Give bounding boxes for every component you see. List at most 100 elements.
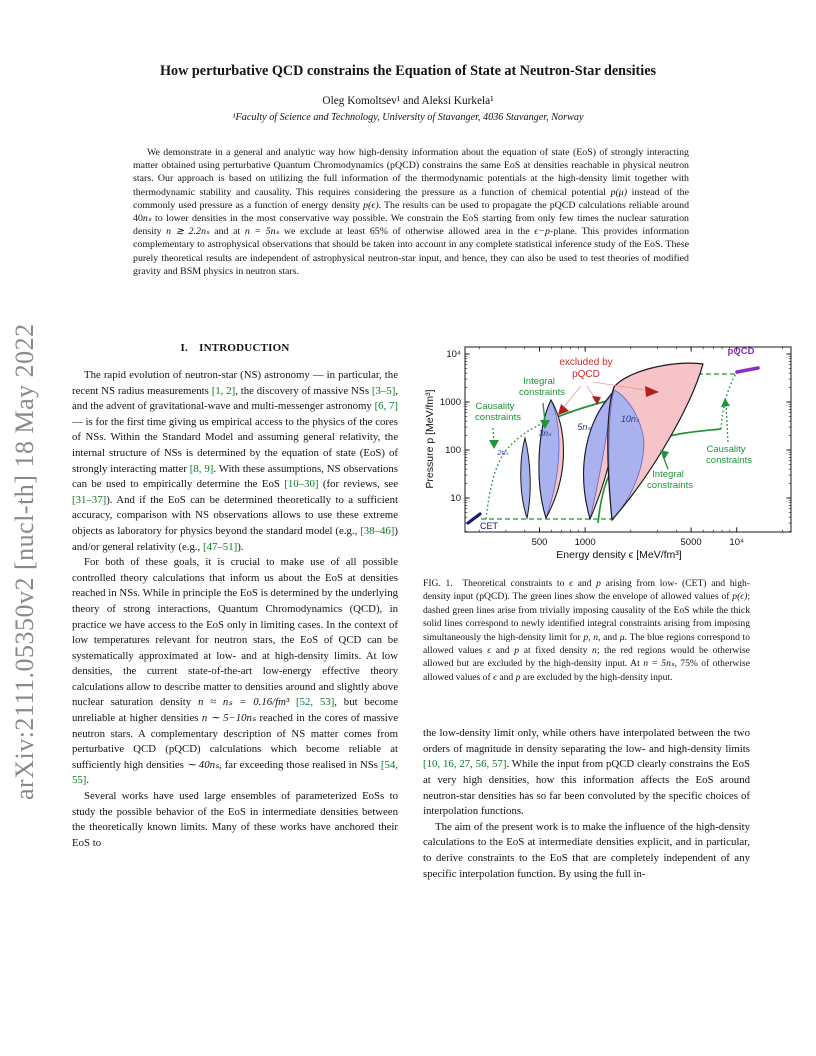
citation-link[interactable]: [54, 55] (72, 758, 398, 787)
text-segment: ϵ (487, 645, 492, 657)
cet-label: CET (480, 521, 499, 531)
integral-constraints-label-left2: constraints (519, 387, 565, 398)
integral-arrow-left (542, 402, 546, 423)
citation-link[interactable]: [31–37] (72, 493, 107, 506)
pqcd-pointer-head-1 (558, 404, 569, 415)
paragraph: the low-density limit only, while others… (423, 726, 750, 820)
text-segment: p(μ) (610, 186, 628, 198)
citation-link[interactable]: [6, 7] (374, 400, 399, 413)
pqcd-pointer-line-3 (592, 381, 646, 391)
text-segment: p(ϵ) (732, 591, 748, 603)
text-segment: The aim of the present work is to make t… (423, 820, 750, 880)
citation-link[interactable]: [3–5] (371, 384, 396, 397)
text-segment: p (515, 671, 521, 683)
region-10ns-allowed (608, 389, 645, 521)
text-segment: ϵ (493, 671, 497, 683)
citation-link[interactable]: [47–51] (203, 540, 238, 553)
text-segment: We demonstrate in a general and analytic… (133, 147, 689, 198)
text-segment: are excluded by the high-density input. (520, 671, 673, 683)
causality-constraints-label-left2: constraints (475, 412, 521, 423)
density-label-5ns: 5nₛ (577, 422, 591, 432)
text-segment: and (572, 578, 597, 589)
text-segment: the low-density limit only, while others… (423, 727, 750, 755)
region-2ns-allowed (520, 436, 531, 520)
excluded-by-pqcd-label: excluded by (559, 357, 612, 368)
x-axis-title: Energy density ϵ [MeV/fm³] (556, 549, 682, 561)
text-segment: . The blue regions correspond to allowed… (423, 631, 751, 657)
citation-link[interactable]: [10–30] (284, 478, 319, 491)
paper-title: How perturbative QCD constrains the Equa… (159, 63, 657, 79)
pqcd-pointer-head-2 (592, 396, 601, 405)
pqcd-pointer-line-2 (586, 385, 596, 399)
text-segment: , and (598, 631, 620, 643)
excluded-by-pqcd-label2: pQCD (572, 369, 600, 380)
citation-link[interactable]: [8, 9] (189, 462, 214, 475)
text-segment: The rapid evolution of neutron-star (NS)… (72, 369, 398, 397)
text-segment: μ (619, 631, 625, 643)
text-segment: — is for the first time giving us empiri… (72, 415, 398, 475)
citation-link[interactable]: [38–46] (360, 524, 395, 537)
text-segment: FIG. 1. Theoretical constraints to (423, 578, 570, 589)
text-segment: nₛ (142, 213, 152, 225)
paragraph: For both of these goals, it is crucial t… (72, 555, 398, 789)
text-segment: ; dashed green lines arise from triviall… (423, 591, 750, 643)
x-tick-label: 500 (532, 537, 548, 548)
citation-link[interactable]: [52, 53] (296, 696, 335, 709)
text-segment: , and the advent of gravitational-wave a… (72, 384, 398, 413)
text-segment: n (593, 631, 599, 643)
text-segment: n = 5nₛ (244, 226, 280, 238)
text-segment: p (583, 631, 589, 643)
text-segment: ) and/or general relativity (e.g., (72, 524, 398, 553)
text-segment: For both of these goals, it is crucial t… (72, 556, 398, 709)
causality-constraints-label-left: Causality (475, 401, 514, 412)
text-segment: n = 5nₛ (643, 658, 675, 670)
arxiv-watermark: arXiv:2111.05350v2 [nucl-th] 18 May 2022 (10, 323, 39, 800)
cet-band (466, 512, 482, 525)
text-segment: ). (237, 540, 244, 553)
density-label-3ns: 3nₛ (539, 428, 552, 438)
citation-link[interactable]: [10, 16, 27, 56, 57] (423, 758, 507, 771)
abstract: We demonstrate in a general and analytic… (133, 146, 689, 278)
text-segment: p (514, 645, 520, 657)
causality-arrow-left-head (489, 440, 499, 449)
y-axis-title: Pressure p [MeV/fm³] (424, 389, 436, 488)
citation-link[interactable]: [1, 2] (211, 384, 236, 397)
text-segment: , the discovery of massive NSs (235, 384, 372, 397)
text-segment: , (588, 631, 594, 643)
text-segment: ; the red regions would be otherwise all… (423, 645, 750, 670)
paper-affiliation: ¹Faculty of Science and Technology, Univ… (232, 112, 584, 123)
text-segment: n ∼ 5−10nₛ (201, 712, 256, 725)
y-tick-label: 100 (445, 445, 461, 456)
text-segment: n ≈ nₛ = 0.16/fm³ (197, 696, 296, 709)
text-segment: . While the input from pQCD clearly cons… (423, 758, 750, 818)
text-segment: , far exceeding those realised in NSs (219, 758, 381, 771)
integral-constraints-label-left: Integral (523, 376, 555, 387)
text-segment: reached in the cores of massive neutron … (72, 712, 398, 771)
text-segment: . (86, 774, 90, 787)
text-segment: . With these assumptions, NS observation… (72, 462, 399, 491)
density-label-10ns: 10nₛ (621, 414, 640, 424)
paragraph: The rapid evolution of neutron-star (NS)… (72, 368, 398, 555)
figure-1-caption: FIG. 1. Theoretical constraints to ϵ and… (423, 577, 750, 684)
causality-arrow-right-head (721, 398, 730, 407)
text-segment: Several works have used large ensembles … (72, 790, 398, 849)
text-segment: ). And if the EoS can be determined theo… (72, 493, 398, 537)
text-segment: we exclude at least 65% of otherwise all… (279, 226, 535, 238)
y-tick-label: 10⁴ (446, 349, 461, 360)
left-causality-dotted-line (485, 419, 551, 520)
integral-constraints-label-right: Integral (652, 469, 684, 480)
right-column: 500 1000 5000 10⁴ 10 100 1000 10⁴ excluded by pQC… (423, 342, 792, 882)
text-segment: and (491, 645, 515, 657)
section-heading-introduction: I. INTRODUCTION (180, 342, 290, 354)
y-tick-label: 1000 (440, 397, 461, 408)
region-3ns-outline (538, 398, 565, 520)
density-label-2ns: 2nₛ (496, 448, 508, 457)
pqcd-band (735, 366, 760, 374)
pqcd-label: pQCD (728, 346, 755, 357)
text-segment: ϵ (569, 578, 573, 589)
text-segment: p (596, 578, 601, 589)
text-segment: at fixed density (519, 645, 593, 657)
text-segment: p(ϵ) (363, 199, 379, 211)
